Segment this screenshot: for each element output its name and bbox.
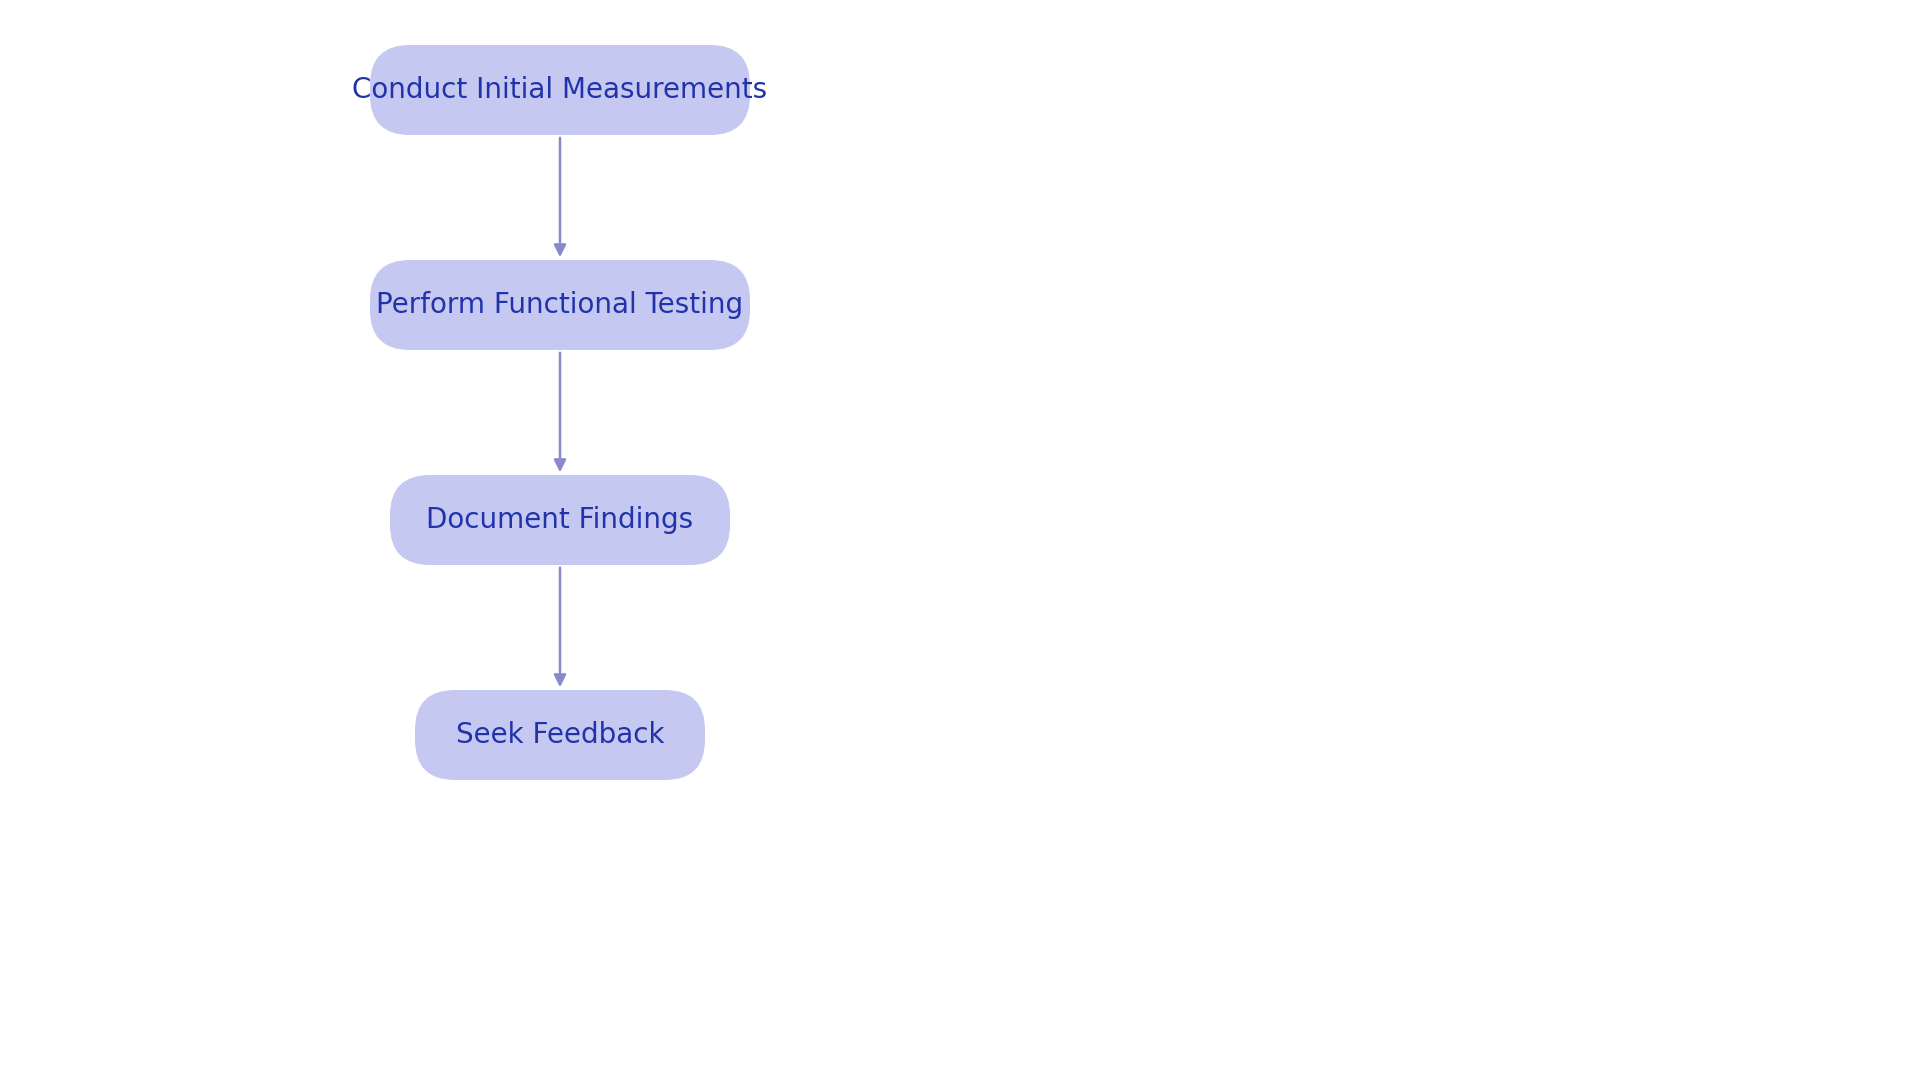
FancyBboxPatch shape bbox=[371, 260, 751, 350]
FancyBboxPatch shape bbox=[415, 690, 705, 780]
FancyBboxPatch shape bbox=[390, 475, 730, 565]
Text: Seek Feedback: Seek Feedback bbox=[455, 721, 664, 749]
FancyBboxPatch shape bbox=[371, 45, 751, 135]
Text: Document Findings: Document Findings bbox=[426, 506, 693, 534]
Text: Conduct Initial Measurements: Conduct Initial Measurements bbox=[353, 76, 768, 104]
Text: Perform Functional Testing: Perform Functional Testing bbox=[376, 291, 743, 319]
